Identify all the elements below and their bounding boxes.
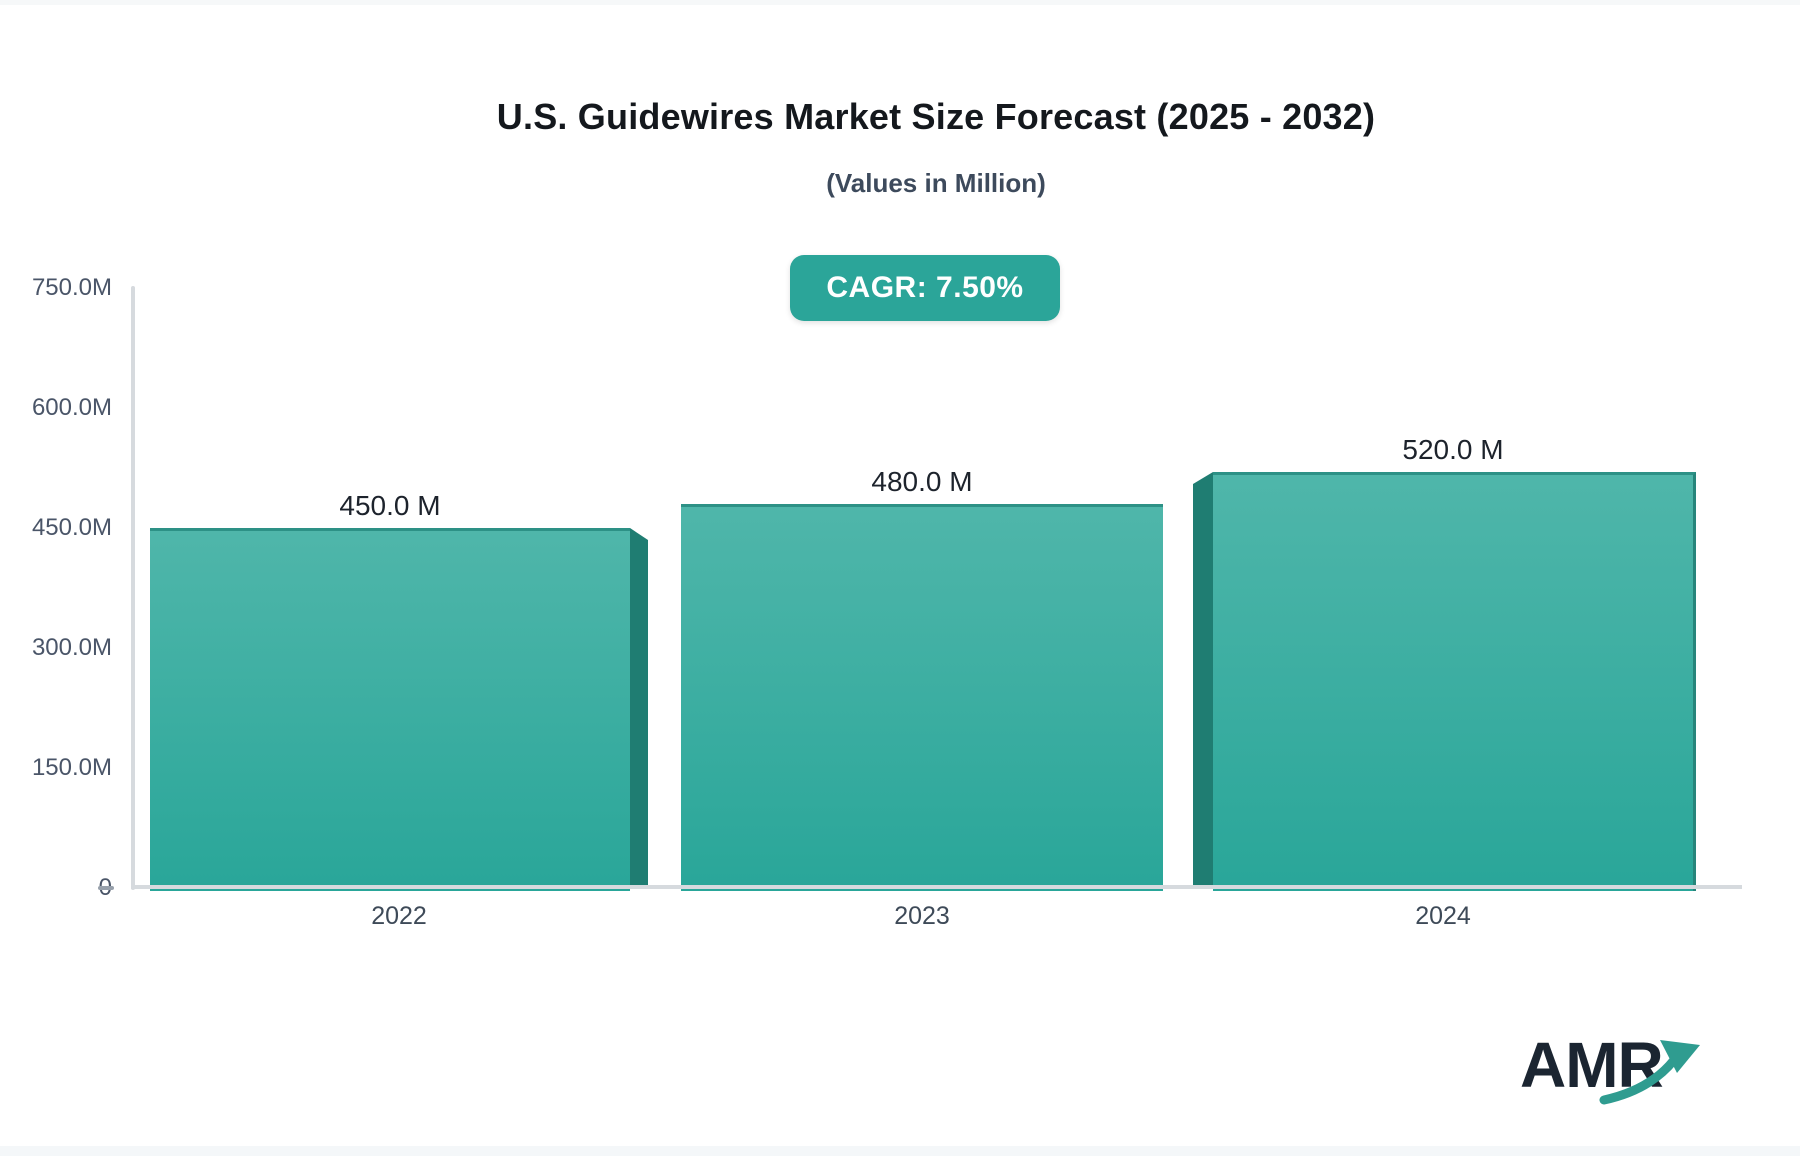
bar-value-label: 480.0 M	[871, 466, 973, 497]
amr-logo: AMR	[1520, 1028, 1730, 1118]
bar-side-face	[630, 528, 648, 888]
top-edge-strip	[0, 0, 1800, 5]
bar	[150, 528, 630, 891]
chart-title: U.S. Guidewires Market Size Forecast (20…	[496, 96, 1376, 137]
bar-value-label: 450.0 M	[339, 490, 441, 521]
y-axis-line	[131, 286, 135, 890]
zero-tick-dash	[98, 886, 114, 890]
y-tick-label: 450.0M	[31, 514, 112, 541]
x-axis-line	[131, 885, 1742, 889]
x-axis-label: 2024	[1415, 902, 1471, 930]
y-tick-label: 150.0M	[31, 754, 112, 781]
bottom-edge-strip	[0, 1146, 1800, 1156]
bar-side-face	[1193, 472, 1213, 888]
growth-arrow-icon	[1599, 1040, 1700, 1105]
bar-value-label: 520.0 M	[1402, 434, 1504, 465]
y-tick-label: 0	[0, 874, 112, 902]
y-tick-label: 750.0M	[31, 274, 112, 301]
chart-subtitle: (Values in Million)	[826, 168, 1046, 198]
x-axis-label: 2022	[371, 902, 427, 930]
bar	[1213, 472, 1696, 891]
cagr-badge: CAGR: 7.50%	[790, 255, 1060, 321]
y-tick-label: 600.0M	[31, 394, 112, 421]
bar	[681, 504, 1163, 891]
x-axis-label: 2023	[894, 902, 950, 930]
y-tick-label: 300.0M	[31, 634, 112, 661]
